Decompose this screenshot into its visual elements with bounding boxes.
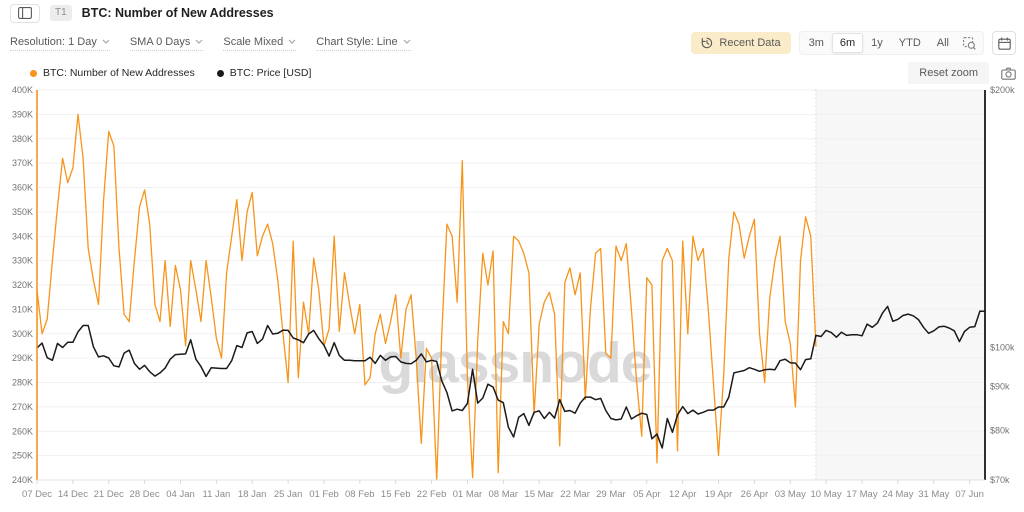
- dropdown-sma[interactable]: SMA 0 Days: [129, 35, 204, 51]
- svg-text:22 Mar: 22 Mar: [560, 489, 590, 500]
- glassnode-watermark: glassnode: [379, 331, 652, 395]
- right-axis-labels: $200k $100k $90k $80k $70k: [990, 85, 1015, 485]
- svg-text:$100k: $100k: [990, 343, 1015, 353]
- svg-text:14 Dec: 14 Dec: [58, 489, 88, 500]
- svg-text:$70k: $70k: [990, 475, 1010, 485]
- recent-data-button[interactable]: Recent Data: [691, 32, 791, 54]
- svg-text:340K: 340K: [12, 231, 33, 241]
- svg-text:360K: 360K: [12, 183, 33, 193]
- legend-label: BTC: Number of New Addresses: [43, 67, 195, 79]
- svg-text:290K: 290K: [12, 353, 33, 363]
- panel-layout-icon: [18, 7, 32, 19]
- svg-text:310K: 310K: [12, 304, 33, 314]
- reset-zoom-button[interactable]: Reset zoom: [908, 62, 989, 84]
- tier-badge: T1: [50, 5, 72, 21]
- range-button-ytd[interactable]: YTD: [891, 33, 929, 53]
- range-button-6m[interactable]: 6m: [831, 33, 864, 53]
- recent-data-label: Recent Data: [719, 37, 781, 49]
- titlebar: T1 BTC: Number of New Addresses: [10, 3, 274, 23]
- svg-text:05 Apr: 05 Apr: [633, 489, 660, 500]
- range-button-1y[interactable]: 1y: [863, 33, 891, 53]
- svg-text:380K: 380K: [12, 134, 33, 144]
- dropdown-sma-label: SMA 0 Days: [129, 35, 191, 48]
- dropdown-chart-style-label: Chart Style: Line: [316, 35, 398, 48]
- dropdown-resolution[interactable]: Resolution: 1 Day: [10, 36, 110, 51]
- svg-text:07 Dec: 07 Dec: [22, 489, 52, 500]
- svg-text:29 Mar: 29 Mar: [596, 489, 626, 500]
- svg-text:240K: 240K: [12, 475, 33, 485]
- svg-text:270K: 270K: [12, 402, 33, 412]
- calendar-button[interactable]: [992, 31, 1016, 55]
- price-line: [36, 305, 986, 449]
- chevron-down-icon: [195, 39, 203, 44]
- svg-text:21 Dec: 21 Dec: [94, 489, 124, 500]
- panel-layout-button[interactable]: [10, 3, 40, 23]
- svg-text:$90k: $90k: [990, 382, 1010, 392]
- svg-text:24 May: 24 May: [882, 489, 913, 500]
- svg-text:250K: 250K: [12, 451, 33, 461]
- legend-dot: [30, 69, 37, 77]
- zoom-area-icon[interactable]: [957, 35, 982, 52]
- camera-icon: [1001, 67, 1016, 80]
- controls-row: Resolution: 1 Day SMA 0 Days Scale Mixed Ch…: [10, 31, 1016, 55]
- history-icon: [701, 37, 713, 49]
- svg-text:01 Feb: 01 Feb: [309, 489, 339, 500]
- page-title: BTC: Number of New Addresses: [81, 6, 274, 20]
- svg-text:370K: 370K: [12, 158, 33, 168]
- svg-text:26 Apr: 26 Apr: [741, 489, 768, 500]
- chevron-down-icon: [403, 39, 411, 44]
- legend-row: BTC: Number of New Addresses BTC: Price […: [30, 61, 1016, 85]
- left-axis-labels: 240K 250K 260K 270K 280K 290K 300K 310K 320K 330K…: [12, 85, 33, 485]
- range-button-all[interactable]: All: [929, 33, 957, 53]
- screenshot-button[interactable]: [1001, 67, 1016, 80]
- svg-text:08 Mar: 08 Mar: [489, 489, 519, 500]
- chevron-down-icon: [102, 39, 110, 44]
- svg-text:18 Jan: 18 Jan: [238, 489, 267, 500]
- svg-text:04 Jan: 04 Jan: [166, 489, 195, 500]
- svg-text:10 May: 10 May: [811, 489, 842, 500]
- svg-text:19 Apr: 19 Apr: [705, 489, 732, 500]
- legend-item-price[interactable]: BTC: Price [USD]: [216, 67, 312, 79]
- x-axis-labels: 07 Dec 14 Dec 21 Dec 28 Dec 04 Jan 11 Jan 18 J…: [22, 480, 984, 500]
- chart-settings-dropdowns: Resolution: 1 Day SMA 0 Days Scale Mixed Ch…: [10, 36, 411, 51]
- range-selector: 3m 6m 1y YTD All: [798, 31, 984, 55]
- legend-label: BTC: Price [USD]: [229, 67, 312, 79]
- svg-text:260K: 260K: [12, 426, 33, 436]
- svg-text:280K: 280K: [12, 378, 33, 388]
- svg-text:$80k: $80k: [990, 425, 1010, 435]
- svg-text:15 Mar: 15 Mar: [524, 489, 554, 500]
- dropdown-resolution-label: Resolution: 1 Day: [10, 35, 97, 48]
- svg-text:350K: 350K: [12, 207, 33, 217]
- dropdown-scale[interactable]: Scale Mixed: [223, 35, 297, 51]
- svg-text:28 Dec: 28 Dec: [130, 489, 160, 500]
- svg-text:31 May: 31 May: [918, 489, 949, 500]
- svg-text:15 Feb: 15 Feb: [381, 489, 411, 500]
- legend-item-new-addresses[interactable]: BTC: Number of New Addresses: [30, 67, 195, 79]
- svg-text:$200k: $200k: [990, 85, 1015, 95]
- price-chart-canvas[interactable]: glassnode 240K 250K 260K 270K 280K 290K 300K 310…: [0, 85, 1024, 512]
- legend-dot: [216, 69, 224, 77]
- dropdown-scale-label: Scale Mixed: [223, 35, 284, 48]
- svg-text:03 May: 03 May: [775, 489, 806, 500]
- svg-text:07 Jun: 07 Jun: [955, 489, 984, 500]
- range-button-3m[interactable]: 3m: [801, 33, 832, 53]
- svg-text:390K: 390K: [12, 109, 33, 119]
- svg-text:22 Feb: 22 Feb: [417, 489, 447, 500]
- svg-text:17 May: 17 May: [846, 489, 877, 500]
- svg-text:08 Feb: 08 Feb: [345, 489, 375, 500]
- range-controls: Recent Data 3m 6m 1y YTD All: [691, 31, 1016, 55]
- svg-text:400K: 400K: [12, 85, 33, 95]
- svg-text:300K: 300K: [12, 329, 33, 339]
- new-addresses-line: [36, 113, 817, 481]
- svg-text:320K: 320K: [12, 280, 33, 290]
- calendar-icon: [997, 37, 1011, 50]
- svg-text:330K: 330K: [12, 256, 33, 266]
- svg-text:25 Jan: 25 Jan: [274, 489, 303, 500]
- chevron-down-icon: [288, 39, 296, 44]
- dropdown-chart-style[interactable]: Chart Style: Line: [316, 35, 411, 51]
- svg-text:01 Mar: 01 Mar: [453, 489, 483, 500]
- svg-text:12 Apr: 12 Apr: [669, 489, 696, 500]
- svg-text:11 Jan: 11 Jan: [202, 489, 230, 500]
- chart-legend: BTC: Number of New Addresses BTC: Price […: [30, 67, 311, 79]
